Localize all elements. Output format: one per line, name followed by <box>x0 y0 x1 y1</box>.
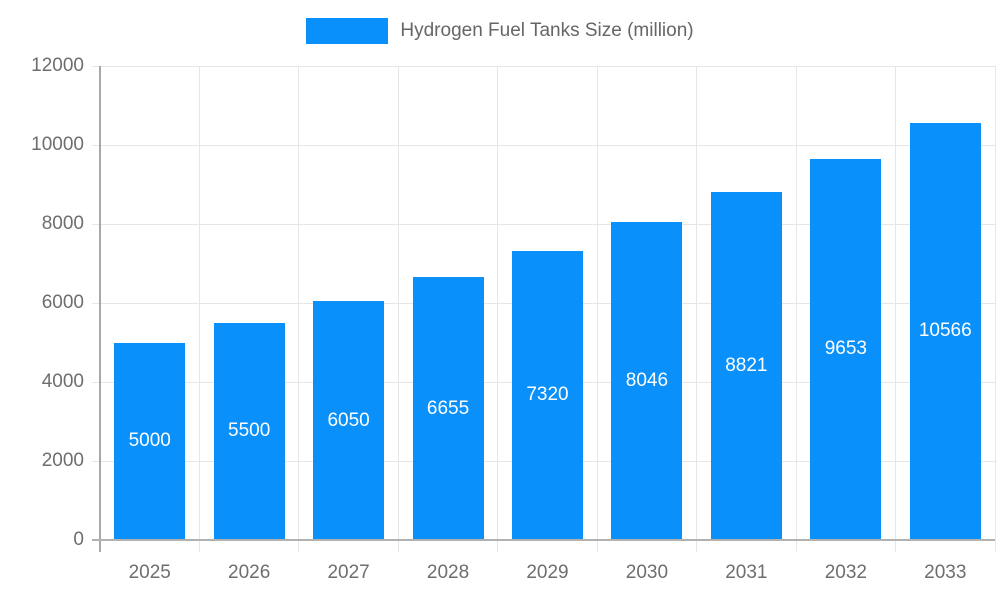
x-gridline <box>895 66 897 552</box>
bar-2029 <box>512 250 583 540</box>
bar-value-label: 5000 <box>128 430 171 452</box>
bar-2028 <box>412 277 484 540</box>
y-axis-tick-label: 2000 <box>41 450 84 471</box>
bar-2032 <box>810 158 882 540</box>
bar-value-label: 7320 <box>526 384 569 406</box>
x-axis-tick-label: 2028 <box>426 562 470 583</box>
x-axis-tick-label: 2031 <box>725 562 768 583</box>
y-axis-tick-label: 8000 <box>41 213 84 234</box>
y-axis-tick-label: 12000 <box>31 55 84 76</box>
x-gridline <box>198 66 200 552</box>
bar-value-label: 10566 <box>918 320 972 342</box>
bar-value-label: 8821 <box>725 354 768 376</box>
x-gridline <box>994 66 996 552</box>
y-axis-tick-label: 0 <box>73 529 84 550</box>
x-gridline <box>397 66 399 552</box>
x-axis-tick-label: 2025 <box>128 562 171 583</box>
x-axis-tick-label: 2032 <box>824 562 867 583</box>
y-axis-tick-label: 10000 <box>31 134 84 155</box>
y-gridline <box>92 144 995 146</box>
bar-value-label: 8046 <box>625 370 669 392</box>
x-axis-tick-label: 2027 <box>327 562 370 583</box>
bar-2031 <box>710 191 782 540</box>
x-gridline <box>596 66 598 552</box>
x-gridline <box>696 66 698 552</box>
bar-2025 <box>114 342 186 540</box>
y-gridline <box>92 223 995 225</box>
x-gridline <box>795 66 797 552</box>
y-axis-line <box>99 66 101 552</box>
legend-label: Hydrogen Fuel Tanks Size (million) <box>400 20 694 41</box>
x-axis-tick-label: 2026 <box>228 562 271 583</box>
bar-2030 <box>611 222 683 540</box>
bar-2026 <box>213 322 285 540</box>
x-gridline <box>497 66 499 552</box>
plot-area: 5000 2025 5500 2026 6050 2027 6655 2028 7320 2029… <box>92 65 996 583</box>
y-gridline <box>92 65 995 67</box>
bar-2033 <box>909 122 981 540</box>
legend-color-swatch <box>306 18 389 44</box>
legend-item-series[interactable]: Hydrogen Fuel Tanks Size (million) <box>306 18 694 44</box>
y-axis-tick-label: 6000 <box>41 292 84 313</box>
bar-2027 <box>313 301 385 540</box>
chart-legend: Hydrogen Fuel Tanks Size (million) <box>0 18 1000 44</box>
x-axis-baseline <box>92 539 995 541</box>
y-axis-tick-label: 4000 <box>41 371 84 392</box>
x-axis-tick-label: 2030 <box>625 562 669 583</box>
bar-value-label: 6050 <box>327 409 370 431</box>
bar-value-label: 9653 <box>824 338 867 360</box>
bar-value-label: 5500 <box>228 420 271 442</box>
x-gridline <box>298 66 300 552</box>
x-axis-tick-label: 2029 <box>526 562 569 583</box>
bar-value-label: 6655 <box>426 397 470 419</box>
x-axis-tick-label: 2033 <box>924 562 967 583</box>
